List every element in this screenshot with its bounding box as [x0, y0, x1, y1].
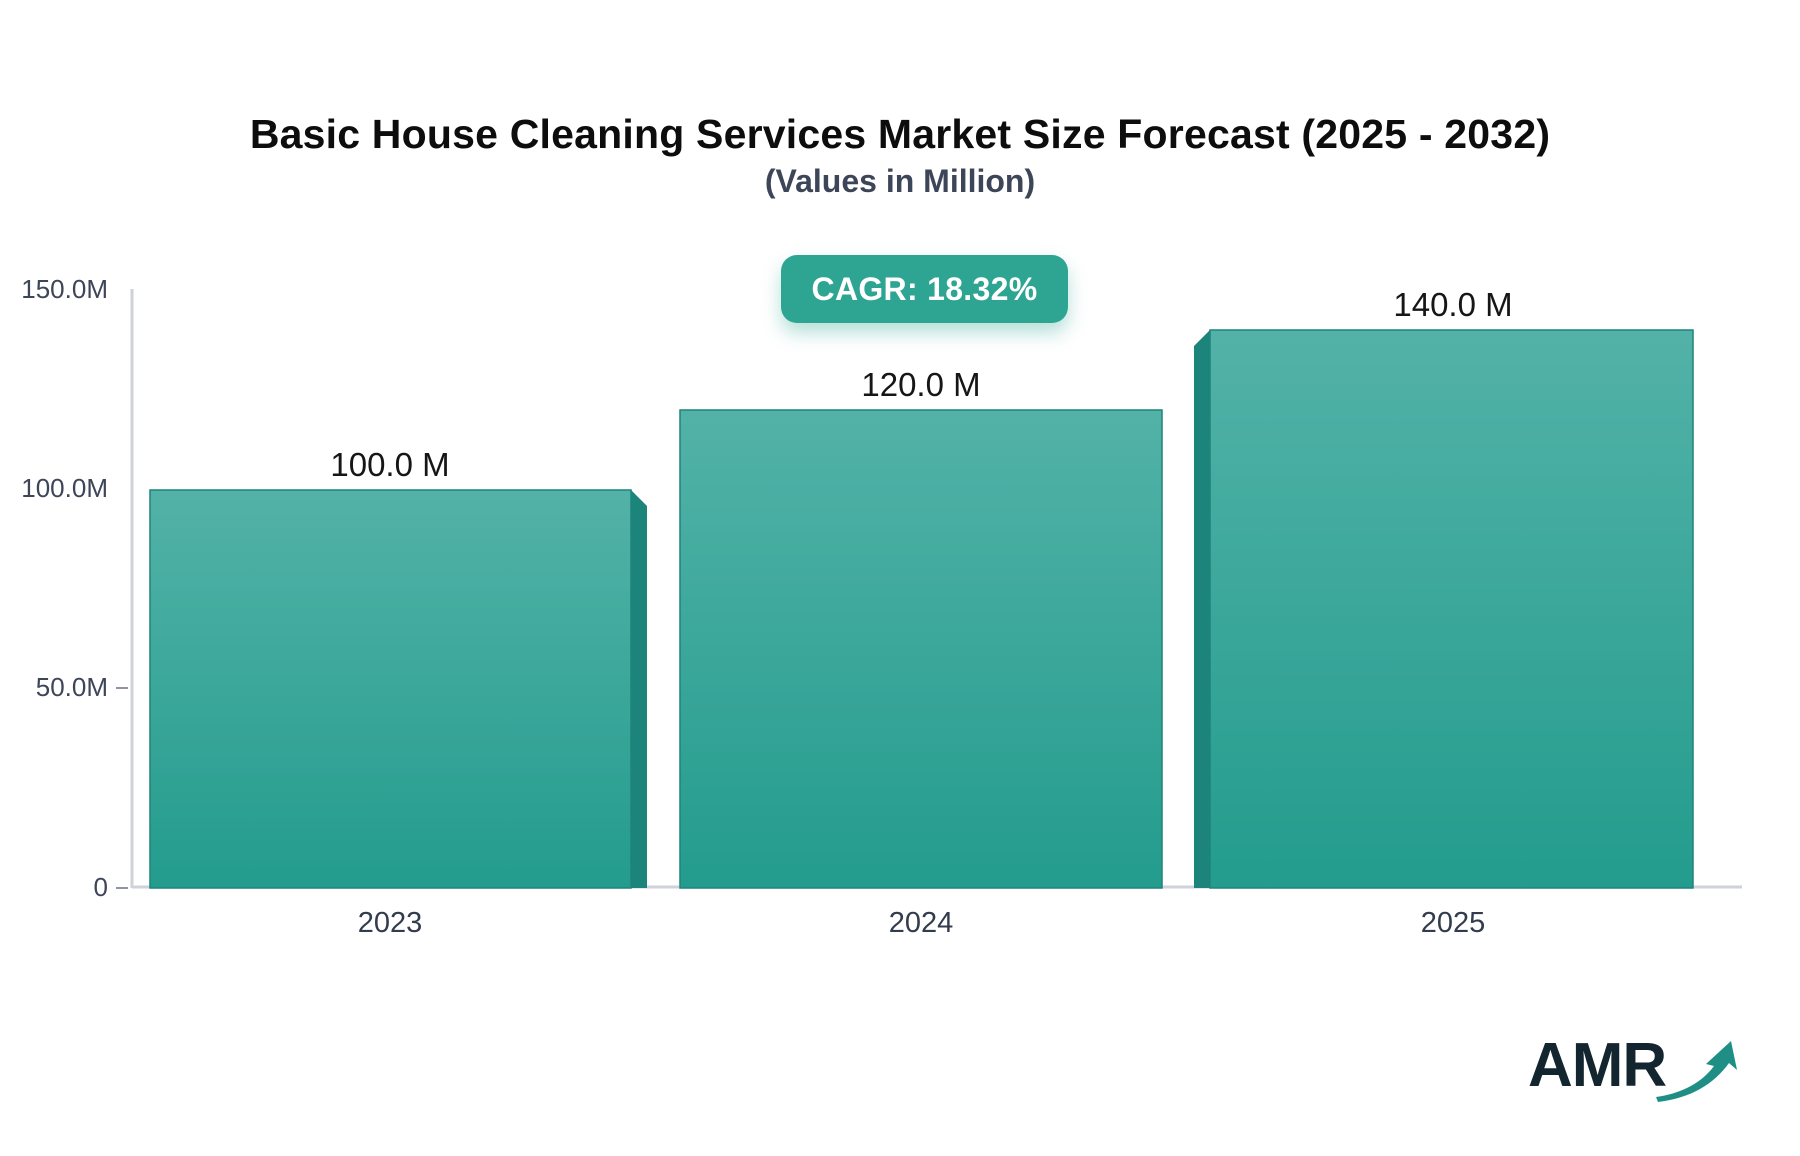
svg-text:2024: 2024 — [889, 907, 954, 939]
svg-text:100.0M: 100.0M — [21, 473, 108, 503]
svg-text:AMR: AMR — [1528, 1031, 1666, 1100]
svg-text:100.0 M: 100.0 M — [330, 446, 449, 483]
svg-text:150.0M: 150.0M — [21, 274, 108, 304]
svg-text:2023: 2023 — [358, 907, 423, 939]
svg-text:0: 0 — [94, 872, 108, 902]
svg-text:2025: 2025 — [1421, 907, 1486, 939]
svg-text:120.0 M: 120.0 M — [861, 366, 980, 403]
svg-text:140.0 M: 140.0 M — [1393, 286, 1512, 323]
svg-text:50.0M: 50.0M — [36, 672, 108, 702]
